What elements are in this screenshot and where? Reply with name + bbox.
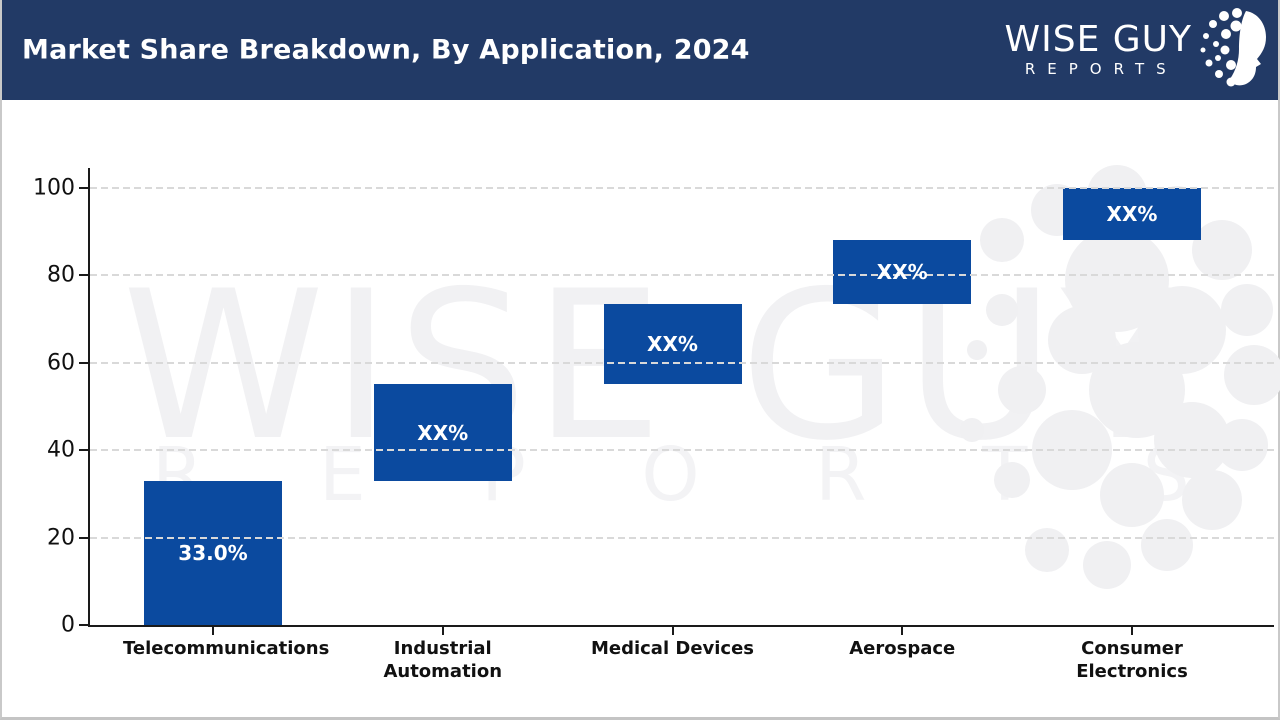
x-category-label: Medical Devices — [590, 638, 755, 659]
y-tick-label-80: 80 — [47, 262, 75, 288]
x-category-label: Consumer Electronics — [1076, 638, 1188, 682]
gridline-y80 — [90, 274, 1274, 276]
x-tick-0 — [212, 627, 214, 635]
brand-subname: REPORTS — [1024, 60, 1178, 78]
gridline-y40 — [90, 449, 1274, 451]
bar-medical-devices — [603, 303, 742, 385]
x-tick-2 — [671, 627, 674, 635]
bar-value-label: 33.0% — [178, 540, 248, 565]
bar-value-label: XX% — [1106, 201, 1158, 226]
y-tick-label-20: 20 — [47, 525, 75, 550]
gridline-y60 — [90, 361, 1274, 364]
gridline-y100 — [90, 186, 1274, 189]
y-tick-label-40: 40 — [47, 437, 75, 463]
x-category-label: Aerospace — [849, 638, 956, 659]
gridline-y20 — [90, 536, 1274, 539]
y-tick-60 — [79, 361, 88, 364]
y-axis-spine — [88, 168, 90, 627]
y-tick-20 — [79, 536, 88, 539]
y-tick-label-100: 100 — [33, 175, 75, 200]
x-tick-1 — [441, 627, 444, 635]
header-bar: Market Share Breakdown, By Application, … — [2, 0, 1278, 100]
x-tick-3 — [901, 627, 904, 635]
market-share-chart: 0 20 40 60 80 100 33.0% Telecommunications XX% In… — [2, 100, 1280, 720]
y-tick-40 — [79, 449, 88, 451]
bar-telecommunications — [144, 480, 282, 625]
bar-consumer-electronics — [1063, 187, 1201, 240]
bar-value-label: XX% — [417, 420, 469, 445]
x-category-label: Industrial Automation — [383, 638, 503, 682]
y-tick-label-60: 60 — [47, 350, 75, 375]
brand-logo-text: WISE GUY REPORTS — [1004, 19, 1193, 79]
brand-face-icon — [1200, 8, 1266, 87]
x-axis-spine — [88, 625, 1274, 627]
page-title: Market Share Breakdown, By Application, … — [22, 34, 750, 66]
bar-aerospace — [833, 239, 972, 304]
x-category-label: Telecommunications — [123, 638, 330, 659]
y-tick-80 — [79, 274, 88, 276]
brand-logo: WISE GUY REPORTS — [1005, 6, 1269, 94]
brand-name: WISE GUY — [1004, 19, 1192, 60]
y-tick-0 — [79, 624, 88, 626]
y-tick-label-0: 0 — [61, 612, 75, 638]
x-tick-4 — [1131, 627, 1133, 635]
bar-value-label: XX% — [876, 259, 928, 284]
y-tick-100 — [79, 186, 88, 189]
bar-industrial-automation — [373, 384, 512, 481]
bar-value-label: XX% — [647, 332, 698, 357]
